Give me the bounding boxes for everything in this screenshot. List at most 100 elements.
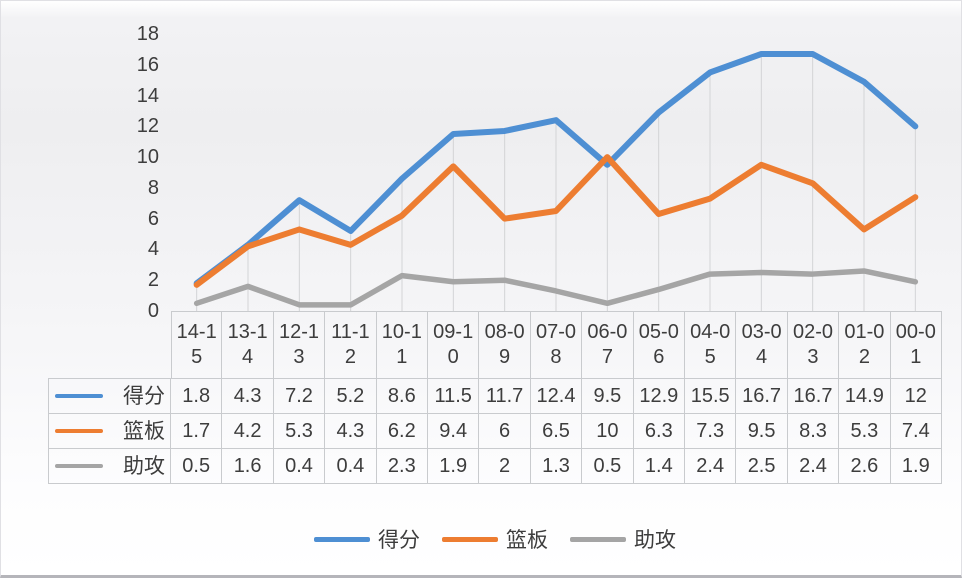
- value-cell-score: 9.5: [582, 379, 634, 414]
- series-key-cell-assists: 助攻: [48, 449, 171, 484]
- category-label-line1: 06-0: [587, 321, 628, 343]
- value-cell-rebounds: 6.2: [376, 414, 428, 449]
- series-line-assists: [193, 268, 919, 308]
- category-label-line2: 1: [396, 346, 408, 368]
- legend-key-line-icon: [55, 429, 103, 433]
- value-cell-assists: 1.9: [428, 449, 480, 484]
- value-cell-score: 8.6: [376, 379, 428, 414]
- category-header-cell: 03-0 4: [736, 311, 788, 379]
- legend-key-line-icon: [55, 464, 103, 468]
- category-header-cell: 08-0 9: [479, 311, 531, 379]
- value-cell-rebounds: 6.3: [633, 414, 685, 449]
- value-cell-assists: 0.4: [325, 449, 377, 484]
- legend-label: 得分: [378, 529, 420, 552]
- value-cell-score: 11.7: [479, 379, 531, 414]
- value-cell-assists: 0.5: [582, 449, 634, 484]
- value-cell-assists: 0.4: [273, 449, 326, 484]
- value-cell-score: 12.9: [633, 379, 685, 414]
- legend-item-rebounds: 篮板: [442, 524, 548, 554]
- category-label-line1: 03-0: [741, 321, 782, 343]
- series-line-rebounds: [193, 154, 919, 288]
- category-label-line2: 2: [344, 346, 356, 368]
- value-cell-assists: 1.3: [530, 449, 583, 484]
- y-axis-tick-label: 10: [136, 146, 159, 169]
- legend-label: 助攻: [634, 529, 676, 552]
- category-header-cell: 14-1 5: [171, 311, 223, 379]
- value-cell-assists: 1.6: [222, 449, 274, 484]
- y-axis-tick-label: 14: [136, 84, 159, 107]
- series-name-label: 助攻: [123, 454, 165, 478]
- category-label-line1: 14-1: [176, 321, 217, 343]
- legend-line-icon: [314, 536, 370, 542]
- value-cell-score: 16.7: [787, 379, 840, 414]
- category-label-line1: 04-0: [690, 321, 731, 343]
- value-cell-assists: 2.5: [736, 449, 788, 484]
- value-cell-rebounds: 5.3: [273, 414, 326, 449]
- value-cell-rebounds: 8.3: [787, 414, 840, 449]
- value-cell-score: 5.2: [325, 379, 377, 414]
- value-cell-assists: 2.4: [787, 449, 840, 484]
- value-cell-score: 12.4: [530, 379, 583, 414]
- value-cell-rebounds: 7.3: [685, 414, 737, 449]
- category-label-line2: 3: [293, 346, 305, 368]
- legend-line-icon: [570, 536, 626, 542]
- value-cell-assists: 2.4: [685, 449, 737, 484]
- value-cell-rebounds: 4.2: [222, 414, 274, 449]
- value-cell-score: 15.5: [685, 379, 737, 414]
- legend-item-assists: 助攻: [570, 524, 676, 554]
- value-cell-rebounds: 4.3: [325, 414, 377, 449]
- category-label-line1: 13-1: [227, 321, 268, 343]
- value-cell-rebounds: 9.4: [428, 414, 480, 449]
- value-cell-score: 1.8: [171, 379, 223, 414]
- value-cell-rebounds: 5.3: [839, 414, 891, 449]
- value-cell-assists: 1.4: [633, 449, 685, 484]
- series-key-cell-score: 得分: [48, 379, 171, 414]
- legend-key-line-icon: [55, 394, 103, 398]
- value-cell-rebounds: 7.4: [890, 414, 942, 449]
- category-label-line1: 12-1: [278, 321, 319, 343]
- value-cell-assists: 2.6: [839, 449, 891, 484]
- y-axis-tick-label: 8: [147, 176, 159, 199]
- category-header-cell: 05-0 6: [633, 311, 685, 379]
- value-cell-score: 12: [890, 379, 942, 414]
- y-axis-tick-label: 12: [136, 115, 159, 138]
- value-cell-rebounds: 10: [582, 414, 634, 449]
- category-header-cell: 13-1 4: [222, 311, 274, 379]
- category-label-line1: 01-0: [844, 321, 885, 343]
- category-label-line2: 7: [601, 346, 613, 368]
- category-label-line2: 6: [653, 346, 665, 368]
- category-header-cell: 09-1 0: [428, 311, 480, 379]
- series-line-score: [193, 51, 919, 287]
- legend-item-score: 得分: [314, 524, 420, 554]
- category-label-line1: 00-0: [895, 321, 936, 343]
- category-label-line2: 8: [550, 346, 562, 368]
- y-axis-tick-label: 16: [136, 53, 159, 76]
- value-cell-assists: 1.9: [890, 449, 942, 484]
- y-axis-tick-label: 18: [136, 23, 159, 45]
- table-corner-cell: [48, 311, 171, 379]
- category-label-line2: 4: [242, 346, 254, 368]
- value-cell-score: 4.3: [222, 379, 274, 414]
- series-name-label: 得分: [123, 384, 165, 408]
- category-header-cell: 11-1 2: [325, 311, 377, 379]
- category-label-line2: 5: [191, 346, 203, 368]
- y-axis-tick-label: 6: [147, 207, 159, 230]
- category-header-cell: 02-0 3: [787, 311, 840, 379]
- category-header-cell: 04-0 5: [685, 311, 737, 379]
- category-label-line2: 4: [756, 346, 768, 368]
- category-label-line2: 1: [910, 346, 922, 368]
- y-axis-tick-label: 4: [147, 238, 159, 261]
- category-label-line2: 0: [447, 346, 459, 368]
- value-cell-assists: 2: [479, 449, 531, 484]
- category-header-cell: 06-0 7: [582, 311, 634, 379]
- category-header-cell: 01-0 2: [839, 311, 891, 379]
- category-label-line1: 07-0: [535, 321, 576, 343]
- category-label-line1: 02-0: [792, 321, 833, 343]
- y-axis-tick-label: 0: [147, 300, 159, 322]
- value-cell-rebounds: 1.7: [171, 414, 223, 449]
- category-label-line2: 5: [704, 346, 716, 368]
- value-cell-score: 16.7: [736, 379, 788, 414]
- value-cell-score: 14.9: [839, 379, 891, 414]
- value-cell-rebounds: 6.5: [530, 414, 583, 449]
